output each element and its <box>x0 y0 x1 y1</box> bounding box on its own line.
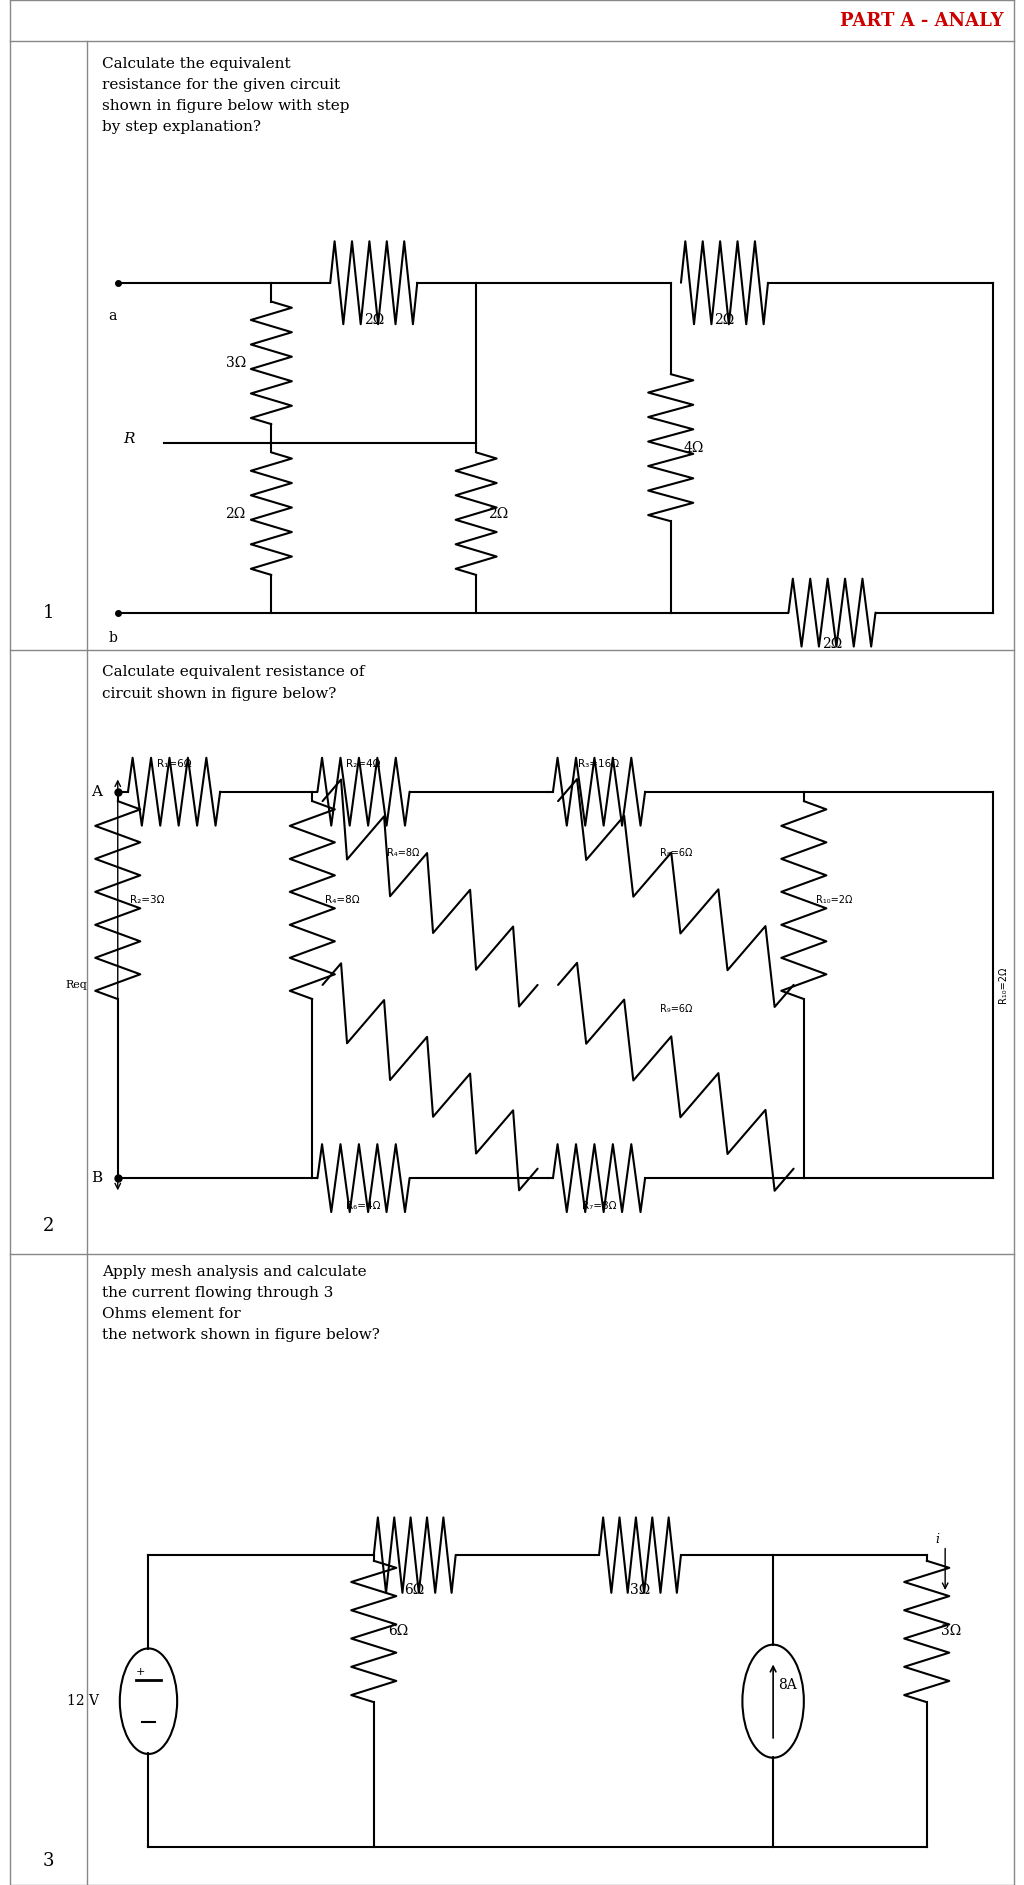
Text: R: R <box>123 432 134 447</box>
Text: R₆=4Ω: R₆=4Ω <box>346 1201 381 1210</box>
Text: R₃=16Ω: R₃=16Ω <box>579 760 620 769</box>
Text: PART A - ANALY: PART A - ANALY <box>840 11 1004 30</box>
Text: R₂=4Ω: R₂=4Ω <box>346 760 381 769</box>
Text: R₉=6Ω: R₉=6Ω <box>659 1003 692 1014</box>
Text: R₁=6Ω: R₁=6Ω <box>157 760 191 769</box>
Text: Req: Req <box>66 980 87 990</box>
Text: a: a <box>109 309 117 322</box>
Text: 1: 1 <box>43 603 54 622</box>
Text: R₁₀=2Ω: R₁₀=2Ω <box>998 967 1009 1003</box>
Text: 2Ω: 2Ω <box>822 637 842 650</box>
Text: 3Ω: 3Ω <box>941 1625 962 1638</box>
Text: A: A <box>91 784 102 799</box>
Text: R₂=3Ω: R₂=3Ω <box>130 895 165 905</box>
Text: B: B <box>91 1171 102 1186</box>
Text: b: b <box>109 631 117 645</box>
Text: 2Ω: 2Ω <box>225 507 246 520</box>
Text: 4Ω: 4Ω <box>684 441 705 454</box>
Text: +: + <box>135 1666 145 1678</box>
Text: 3Ω: 3Ω <box>630 1583 650 1597</box>
Text: Calculate equivalent resistance of
circuit shown in figure below?: Calculate equivalent resistance of circu… <box>102 665 365 701</box>
Text: 2Ω: 2Ω <box>488 507 509 520</box>
Text: 2Ω: 2Ω <box>364 313 384 326</box>
Text: R₈=6Ω: R₈=6Ω <box>659 848 692 858</box>
Text: i: i <box>935 1533 939 1546</box>
Text: 8A: 8A <box>778 1678 797 1693</box>
Text: Apply mesh analysis and calculate
the current flowing through 3
Ohms element for: Apply mesh analysis and calculate the cu… <box>102 1265 380 1342</box>
Text: Calculate the equivalent
resistance for the given circuit
shown in figure below : Calculate the equivalent resistance for … <box>102 57 350 134</box>
Text: 3Ω: 3Ω <box>225 356 246 369</box>
Text: 2: 2 <box>43 1216 54 1235</box>
Text: R₇=8Ω: R₇=8Ω <box>582 1201 616 1210</box>
Text: 3: 3 <box>43 1851 54 1870</box>
Text: 6Ω: 6Ω <box>388 1625 409 1638</box>
Text: R₁₀=2Ω: R₁₀=2Ω <box>816 895 853 905</box>
Text: R₄=8Ω: R₄=8Ω <box>387 848 420 858</box>
Text: 12 V: 12 V <box>68 1695 99 1708</box>
Text: 2Ω: 2Ω <box>715 313 734 326</box>
Text: 6Ω: 6Ω <box>404 1583 425 1597</box>
Text: R₄=8Ω: R₄=8Ω <box>325 895 359 905</box>
